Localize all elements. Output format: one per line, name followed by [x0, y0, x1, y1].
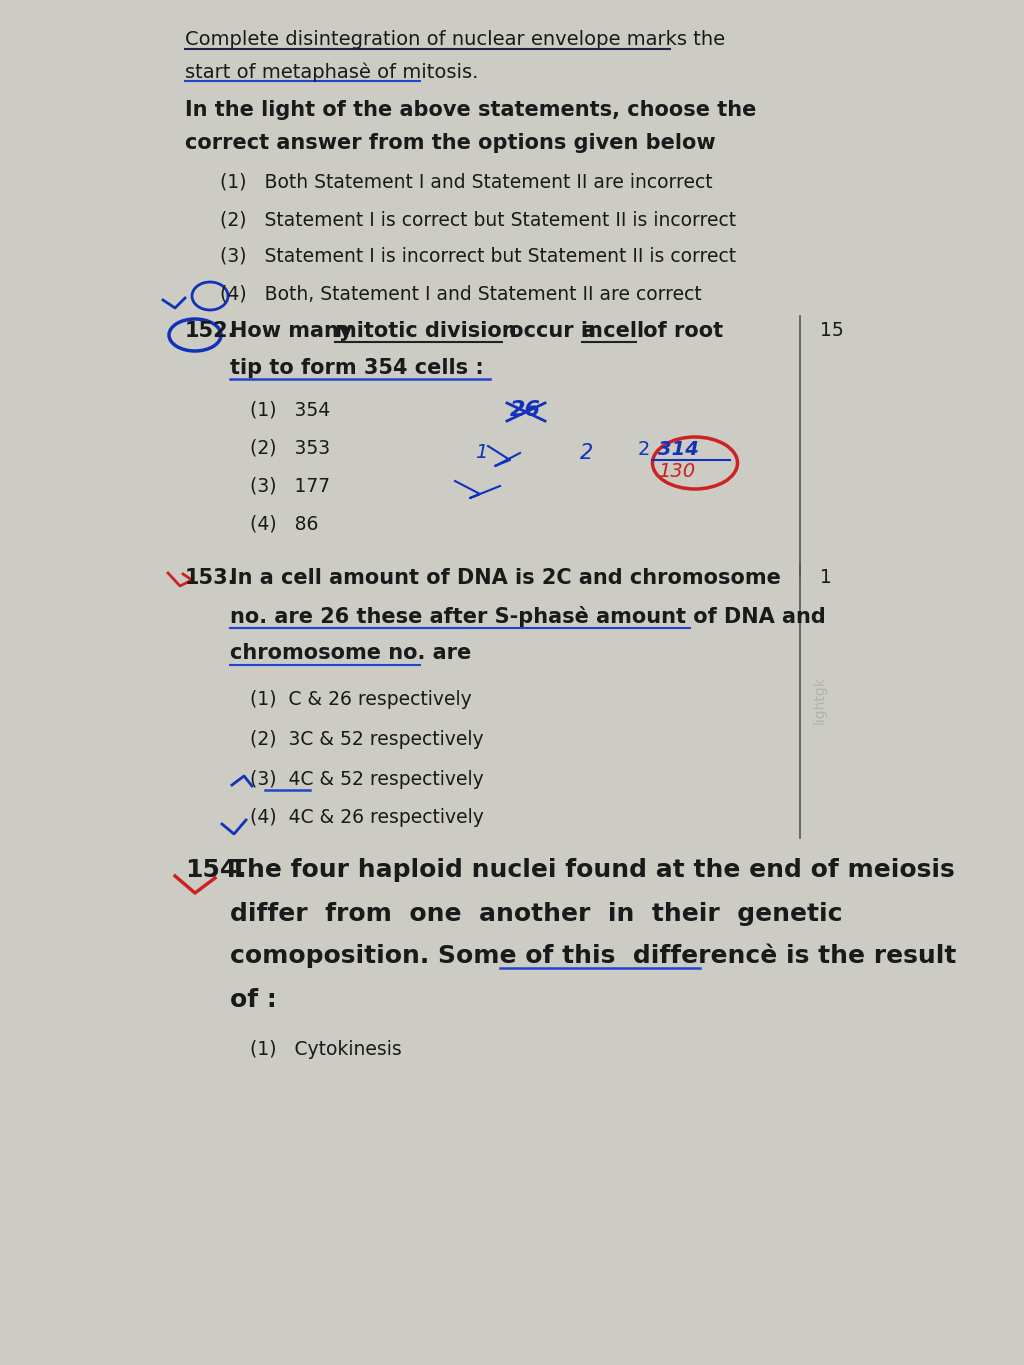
Text: (4)  4C & 26 respectively: (4) 4C & 26 respectively: [250, 808, 484, 827]
Text: 26: 26: [510, 400, 541, 420]
Text: (2)   Statement I is correct but Statement II is incorrect: (2) Statement I is correct but Statement…: [220, 210, 736, 229]
Text: (3)  4C & 52 respectively: (3) 4C & 52 respectively: [250, 770, 483, 789]
Text: no. are 26 these after S-phasè amount of DNA and: no. are 26 these after S-phasè amount o…: [230, 606, 825, 627]
Text: The four haploid nuclei found at the end of meiosis: The four haploid nuclei found at the end…: [230, 859, 954, 882]
Text: (1)   Both Statement I and Statement II are incorrect: (1) Both Statement I and Statement II ar…: [220, 172, 713, 191]
Text: How many: How many: [230, 321, 359, 341]
Text: a cell: a cell: [582, 321, 644, 341]
Text: mitotic division: mitotic division: [335, 321, 517, 341]
Text: (3)   177: (3) 177: [250, 476, 330, 495]
Text: differ  from  one  another  in  their  genetic: differ from one another in their genetic: [230, 902, 843, 925]
Text: 152.: 152.: [185, 321, 237, 341]
Text: Complete disintegration of nuclear envelope marks the: Complete disintegration of nuclear envel…: [185, 30, 725, 49]
Text: 1: 1: [475, 444, 487, 461]
Text: (1)   354: (1) 354: [250, 400, 331, 419]
Text: comoposition. Some of this  differencè is the result: comoposition. Some of this differencè i…: [230, 945, 956, 969]
Text: of root: of root: [636, 321, 723, 341]
Text: start of metaphasè of mitosis.: start of metaphasè of mitosis.: [185, 61, 478, 82]
Text: of :: of :: [230, 988, 276, 1011]
Text: lightgk: lightgk: [813, 676, 827, 723]
Text: tip to form 354 cells :: tip to form 354 cells :: [230, 358, 483, 378]
Text: 2: 2: [580, 444, 593, 463]
Text: occur in: occur in: [502, 321, 610, 341]
Text: 130: 130: [658, 461, 695, 480]
Text: 15: 15: [820, 321, 844, 340]
Text: chromosome no. are: chromosome no. are: [230, 643, 471, 663]
Text: (2)   353: (2) 353: [250, 438, 330, 457]
Text: 2: 2: [638, 440, 650, 459]
Text: (2)  3C & 52 respectively: (2) 3C & 52 respectively: [250, 730, 483, 749]
Text: 153.: 153.: [185, 568, 237, 588]
Text: (1)  C & 26 respectively: (1) C & 26 respectively: [250, 689, 472, 708]
Text: (4)   Both, Statement I and Statement II are correct: (4) Both, Statement I and Statement II a…: [220, 284, 701, 303]
Text: 1: 1: [820, 568, 831, 587]
Text: correct answer from the options given below: correct answer from the options given be…: [185, 132, 716, 153]
Text: (3)   Statement I is incorrect but Statement II is correct: (3) Statement I is incorrect but Stateme…: [220, 247, 736, 266]
Text: (1)   Cytokinesis: (1) Cytokinesis: [250, 1040, 401, 1059]
Text: 314: 314: [658, 440, 698, 459]
Text: 154.: 154.: [185, 859, 247, 882]
Text: In a cell amount of DNA is 2C and chromosome: In a cell amount of DNA is 2C and chromo…: [230, 568, 781, 588]
Text: (4)   86: (4) 86: [250, 515, 318, 532]
Text: In the light of the above statements, choose the: In the light of the above statements, ch…: [185, 100, 757, 120]
